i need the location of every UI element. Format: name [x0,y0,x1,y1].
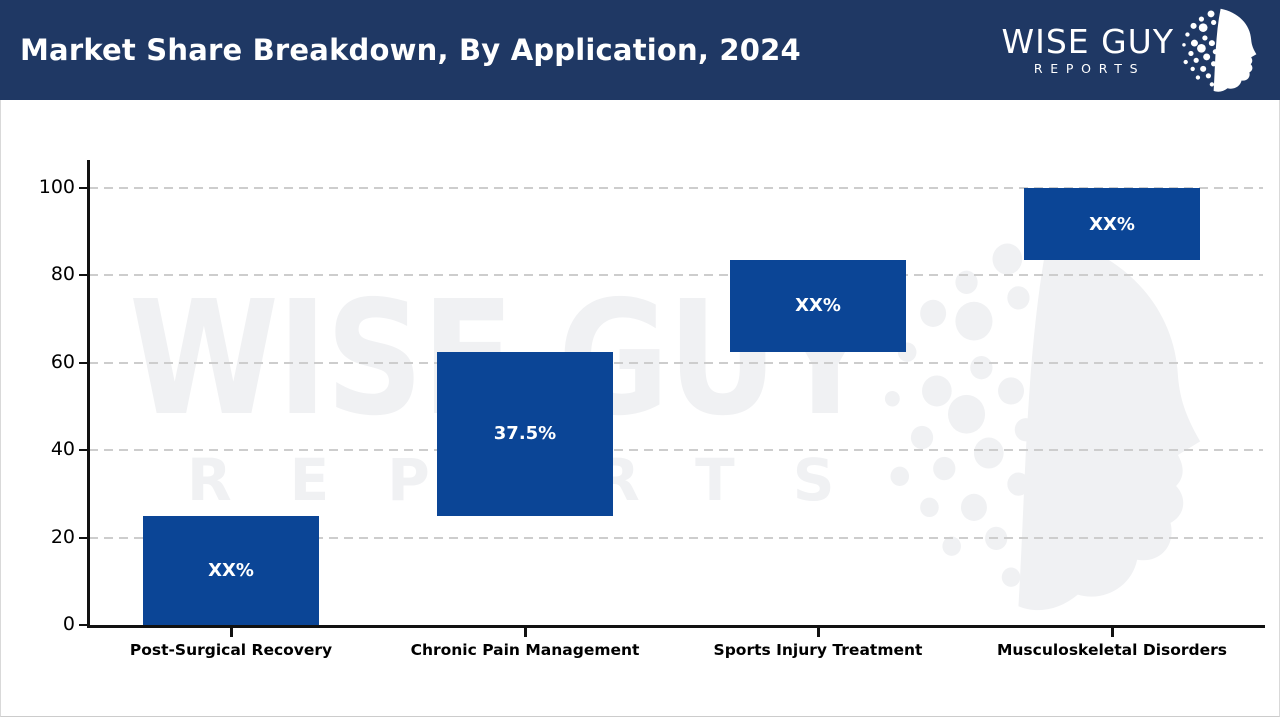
page-title: Market Share Breakdown, By Application, … [20,33,801,67]
y-axis-tick-label: 60 [50,350,75,373]
y-axis-tick [79,274,89,277]
chart-area: WISE GUY REPORTS 020406080100XX%Post-Sur… [0,100,1280,717]
gridline [89,274,1263,277]
x-axis-line [87,625,1265,628]
gridline [89,361,1263,364]
bar-value-label: XX% [1089,213,1135,235]
x-axis-category-label: Post-Surgical Recovery [129,641,333,659]
gridline [89,536,1263,539]
brand-name: WISE GUY [1001,21,1174,61]
x-axis-tick [230,628,233,637]
header: Market Share Breakdown, By Application, … [0,0,1280,100]
bar: XX% [730,260,906,352]
y-axis-tick [79,624,89,626]
bar-value-label: 37.5% [493,423,557,445]
y-axis-tick [79,536,89,539]
x-axis-tick [524,628,527,637]
y-axis-tick [79,449,89,452]
x-axis-category-label: Chronic Pain Management [410,641,640,659]
y-axis-tick-label: 0 [62,613,75,635]
x-axis-category-label: Musculoskeletal Disorders [996,641,1228,659]
bar-value-label: XX% [208,559,254,581]
bar-value-label: XX% [795,295,841,317]
brand-subtitle: REPORTS [1033,60,1146,76]
bar: XX% [143,515,319,625]
bar: 37.5% [437,351,613,516]
y-axis-tick-label: 80 [50,263,75,286]
y-axis-tick-label: 40 [50,438,75,461]
brand-logo: WISE GUY REPORTS [1001,7,1266,93]
y-axis-tick [79,361,89,364]
bar: XX% [1024,188,1200,261]
x-axis-category-label: Sports Injury Treatment [713,641,923,659]
y-axis-tick-label: 20 [50,525,75,548]
brand-logo-text: WISE GUY REPORTS [1001,25,1174,76]
gridline [89,449,1263,452]
y-axis-line [87,160,90,628]
gridline [89,187,1263,189]
y-axis-tick-label: 100 [38,176,75,198]
x-axis-tick [817,628,820,637]
y-axis-tick [79,187,89,189]
x-axis-tick [1111,628,1114,637]
